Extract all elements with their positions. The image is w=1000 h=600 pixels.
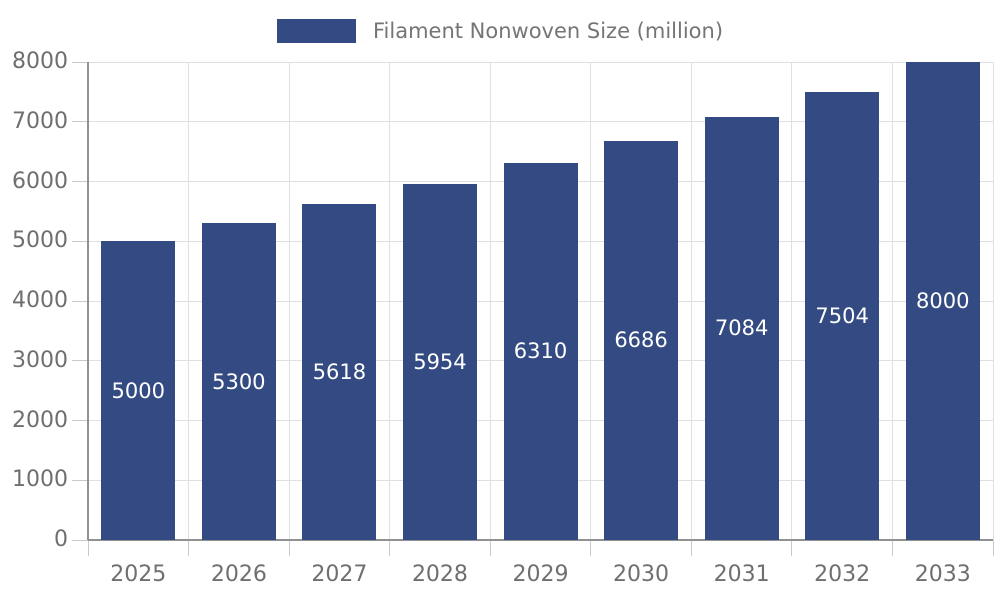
gridline-vertical <box>188 62 190 540</box>
gridline-horizontal <box>88 61 993 63</box>
x-tick-label: 2032 <box>814 562 871 587</box>
bar-value-label: 7504 <box>815 303 869 328</box>
y-axis-tick <box>72 181 88 182</box>
x-tick-label: 2026 <box>210 562 267 587</box>
y-tick-label: 4000 <box>12 288 68 313</box>
bar-value-label: 6686 <box>614 328 668 353</box>
bar[interactable]: 6686 <box>604 140 679 540</box>
bar-value-label: 5000 <box>111 378 165 403</box>
x-axis-tick <box>87 540 89 556</box>
y-axis-tick <box>72 300 88 302</box>
y-tick-label: 5000 <box>12 228 68 254</box>
legend-swatch <box>276 19 356 43</box>
x-tick-label: 2029 <box>512 562 569 587</box>
gridline-vertical <box>389 62 391 540</box>
x-tick-label: 2033 <box>914 562 971 587</box>
x-axis-tick <box>389 540 391 556</box>
y-axis-tick <box>72 360 88 362</box>
bar[interactable]: 5300 <box>201 223 276 540</box>
gridline-vertical <box>690 62 692 540</box>
legend[interactable]: Filament Nonwoven Size (million) <box>0 19 1000 43</box>
y-axis-tick <box>72 121 88 123</box>
gridline-vertical <box>891 62 893 540</box>
bar[interactable]: 5000 <box>101 241 176 540</box>
y-tick-label: 6000 <box>12 168 68 194</box>
x-tick-label: 2028 <box>411 562 468 587</box>
bar[interactable]: 7504 <box>805 91 880 540</box>
x-axis-tick <box>992 540 994 556</box>
bar[interactable]: 7084 <box>704 116 779 540</box>
bar-value-label: 5954 <box>413 350 467 375</box>
bar-value-label: 5300 <box>212 369 266 394</box>
bar[interactable]: 5618 <box>302 204 377 540</box>
x-axis-tick <box>690 540 692 556</box>
bar[interactable]: 6310 <box>503 162 578 540</box>
x-tick-label: 2031 <box>713 562 770 587</box>
bar-value-label: 7084 <box>714 316 769 341</box>
bar[interactable]: 5954 <box>402 184 477 540</box>
y-axis-tick <box>72 420 88 421</box>
legend-label: Filament Nonwoven Size (million) <box>372 19 724 43</box>
gridline-horizontal <box>88 121 993 123</box>
gridline-vertical <box>590 62 592 540</box>
y-axis-line <box>87 62 89 540</box>
y-tick-label: 2000 <box>12 407 68 433</box>
gridline-vertical <box>489 62 491 540</box>
y-tick-label: 7000 <box>12 108 68 134</box>
x-tick-label: 2025 <box>110 562 167 587</box>
y-axis-tick <box>72 479 88 481</box>
y-axis-tick <box>72 61 88 63</box>
y-tick-label: 0 <box>54 527 68 552</box>
gridline-vertical <box>288 62 290 540</box>
gridline-vertical <box>791 62 793 540</box>
y-tick-label: 1000 <box>12 467 68 493</box>
x-tick-label: 2030 <box>613 562 670 587</box>
x-axis-tick <box>288 540 290 556</box>
y-tick-label: 3000 <box>12 347 68 373</box>
bar-value-label: 6310 <box>513 339 568 364</box>
bar-value-label: 8000 <box>915 289 970 313</box>
bar-value-label: 5618 <box>312 360 367 385</box>
x-tick-label: 2027 <box>311 562 368 587</box>
x-axis-tick <box>791 540 793 556</box>
y-axis-tick <box>72 539 88 541</box>
bar[interactable]: 8000 <box>905 62 980 540</box>
y-axis-tick <box>72 240 88 242</box>
y-tick-label: 8000 <box>12 49 68 74</box>
x-axis-tick <box>891 540 893 556</box>
x-axis-tick <box>489 540 491 556</box>
gridline-vertical <box>992 62 994 540</box>
x-axis-tick <box>590 540 592 556</box>
x-axis-tick <box>188 540 190 556</box>
